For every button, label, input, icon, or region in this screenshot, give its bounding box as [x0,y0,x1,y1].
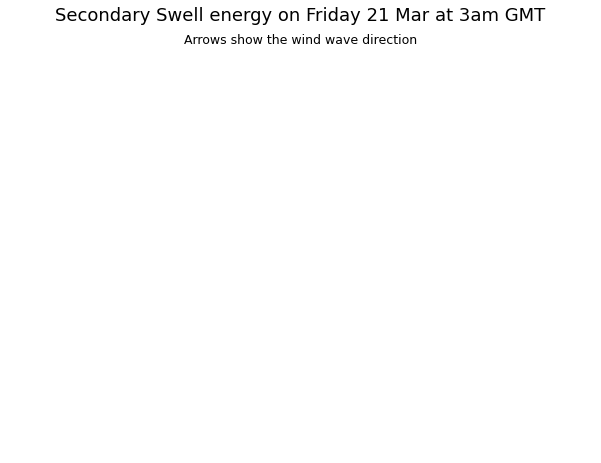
Text: Arrows show the wind wave direction: Arrows show the wind wave direction [184,34,417,47]
Text: Cartopy required: Cartopy required [230,249,371,266]
Text: Secondary Swell energy on Friday 21 Mar at 3am GMT: Secondary Swell energy on Friday 21 Mar … [55,6,546,25]
